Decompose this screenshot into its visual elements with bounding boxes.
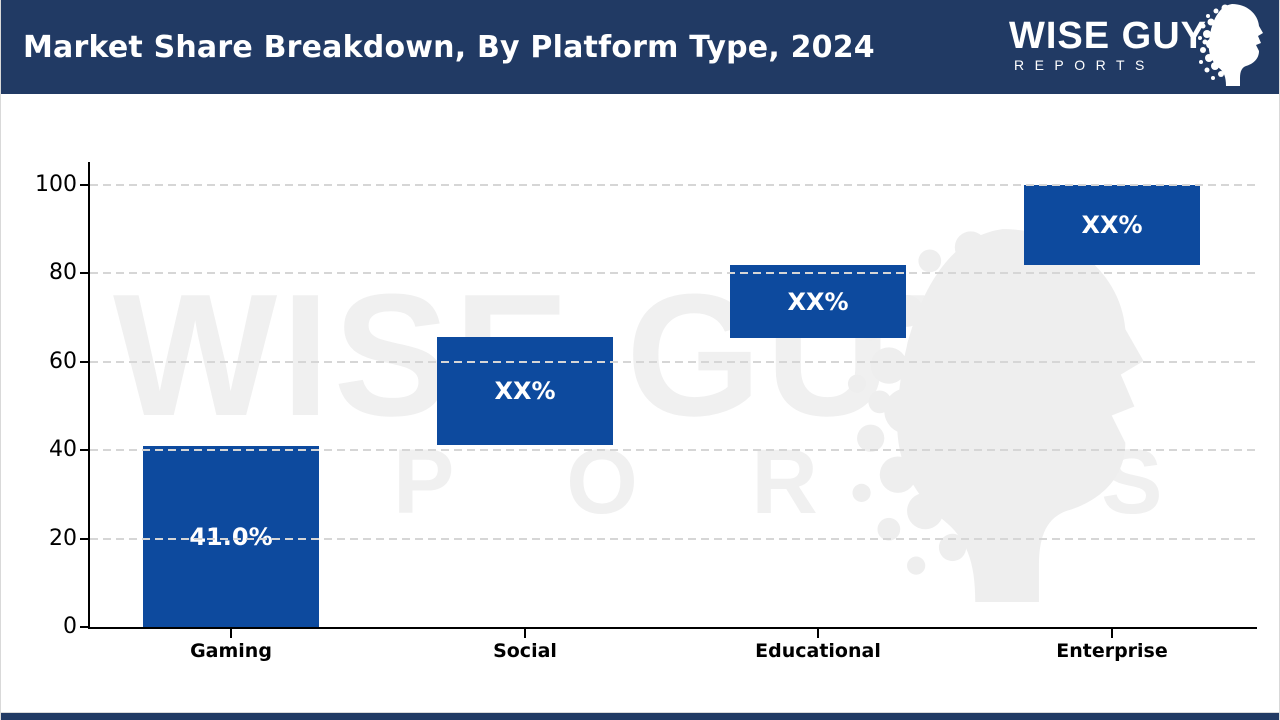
- y-axis: [88, 162, 90, 629]
- gridline-100: [90, 184, 1257, 186]
- logo-brand-name: WISE GUY: [1008, 14, 1207, 57]
- footer-bar: [1, 712, 1279, 720]
- x-tick-label-social: Social: [493, 640, 557, 662]
- x-tick-educational: [817, 629, 819, 638]
- y-tick-label-20: 20: [49, 526, 77, 551]
- y-tick-100: [80, 184, 89, 186]
- y-tick-40: [80, 449, 89, 451]
- x-tick-label-enterprise: Enterprise: [1056, 640, 1168, 662]
- logo-brand-subtitle: REPORTS: [1013, 57, 1155, 74]
- x-tick-label-educational: Educational: [755, 640, 881, 662]
- y-tick-20: [80, 538, 89, 540]
- bar-value-label-educational: XX%: [787, 287, 849, 316]
- bar-social: XX%: [437, 337, 613, 445]
- bar-gaming: 41.0%: [143, 446, 319, 627]
- y-tick-label-80: 80: [49, 260, 77, 285]
- bar-enterprise: XX%: [1024, 185, 1200, 265]
- y-tick-label-100: 100: [35, 172, 77, 197]
- y-tick-label-0: 0: [63, 614, 77, 639]
- gridline-60: [90, 361, 1257, 363]
- gridline-20: [90, 538, 1257, 540]
- header-bar: Market Share Breakdown, By Platform Type…: [1, 0, 1279, 94]
- x-tick-gaming: [230, 629, 232, 638]
- y-tick-60: [80, 361, 89, 363]
- wise-guy-reports-logo: WISE GUY REPORTS: [1009, 4, 1269, 86]
- bar-value-label-enterprise: XX%: [1081, 211, 1143, 239]
- bar-value-label-gaming: 41.0%: [189, 522, 273, 551]
- bar-value-label-social: XX%: [494, 377, 556, 405]
- dotted-head-icon: [1193, 2, 1269, 86]
- y-tick-80: [80, 272, 89, 274]
- y-tick-0: [80, 626, 89, 628]
- bar-educational: XX%: [730, 265, 906, 338]
- x-tick-enterprise: [1111, 629, 1113, 638]
- y-tick-label-60: 60: [49, 349, 77, 374]
- y-tick-label-40: 40: [49, 437, 77, 462]
- x-tick-social: [524, 629, 526, 638]
- x-axis: [88, 627, 1257, 629]
- x-tick-label-gaming: Gaming: [190, 640, 272, 662]
- page-title: Market Share Breakdown, By Platform Type…: [23, 29, 875, 65]
- logo-text: WISE GUY REPORTS: [1008, 14, 1207, 74]
- gridline-40: [90, 449, 1257, 451]
- gridline-80: [90, 272, 1257, 274]
